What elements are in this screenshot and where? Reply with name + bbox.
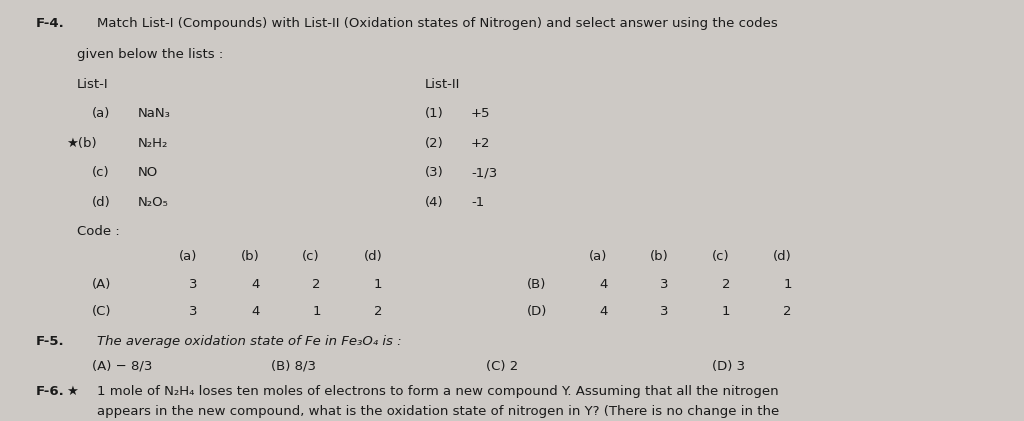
- Text: NaN₃: NaN₃: [138, 107, 171, 120]
- Text: 1 mole of N₂H₄ loses ten moles of electrons to form a new compound Y. Assuming t: 1 mole of N₂H₄ loses ten moles of electr…: [97, 385, 779, 398]
- Text: -1/3: -1/3: [471, 166, 498, 179]
- Text: (d): (d): [773, 250, 792, 264]
- Text: (a): (a): [589, 250, 607, 264]
- Text: (D) 3: (D) 3: [712, 360, 744, 373]
- Text: (A) − 8/3: (A) − 8/3: [92, 360, 153, 373]
- Text: (c): (c): [302, 250, 319, 264]
- Text: 2: 2: [312, 278, 321, 291]
- Text: 1: 1: [783, 278, 792, 291]
- Text: (B) 8/3: (B) 8/3: [271, 360, 316, 373]
- Text: (c): (c): [712, 250, 729, 264]
- Text: (b): (b): [241, 250, 259, 264]
- Text: (4): (4): [425, 196, 443, 209]
- Text: (B): (B): [527, 278, 547, 291]
- Text: F-5.: F-5.: [36, 335, 65, 348]
- Text: 1: 1: [312, 305, 321, 318]
- Text: Match List-I (Compounds) with List-II (Oxidation states of Nitrogen) and select : Match List-I (Compounds) with List-II (O…: [97, 17, 778, 30]
- Text: (a): (a): [179, 250, 198, 264]
- Text: 3: 3: [660, 278, 669, 291]
- Text: ★: ★: [67, 385, 79, 398]
- Text: (2): (2): [425, 137, 443, 150]
- Text: F-4.: F-4.: [36, 17, 65, 30]
- Text: (D): (D): [527, 305, 548, 318]
- Text: 4: 4: [599, 305, 607, 318]
- Text: (c): (c): [92, 166, 110, 179]
- Text: (A): (A): [92, 278, 112, 291]
- Text: +2: +2: [471, 137, 490, 150]
- Text: The average oxidation state of Fe in Fe₃O₄ is :: The average oxidation state of Fe in Fe₃…: [97, 335, 401, 348]
- Text: (d): (d): [92, 196, 111, 209]
- Text: given below the lists :: given below the lists :: [77, 48, 223, 61]
- Text: 2: 2: [374, 305, 382, 318]
- Text: (b): (b): [650, 250, 669, 264]
- Text: +5: +5: [471, 107, 490, 120]
- Text: NO: NO: [138, 166, 159, 179]
- Text: 3: 3: [189, 305, 198, 318]
- Text: List-II: List-II: [425, 78, 461, 91]
- Text: 3: 3: [660, 305, 669, 318]
- Text: (1): (1): [425, 107, 443, 120]
- Text: -1: -1: [471, 196, 484, 209]
- Text: N₂O₅: N₂O₅: [138, 196, 169, 209]
- Text: (C) 2: (C) 2: [486, 360, 518, 373]
- Text: (C): (C): [92, 305, 112, 318]
- Text: appears in the new compound, what is the oxidation state of nitrogen in Y? (Ther: appears in the new compound, what is the…: [97, 405, 779, 418]
- Text: (a): (a): [92, 107, 111, 120]
- Text: N₂H₂: N₂H₂: [138, 137, 169, 150]
- Text: (d): (d): [364, 250, 382, 264]
- Text: (3): (3): [425, 166, 443, 179]
- Text: 1: 1: [722, 305, 730, 318]
- Text: 4: 4: [599, 278, 607, 291]
- Text: 4: 4: [251, 305, 259, 318]
- Text: ★(b): ★(b): [67, 137, 97, 150]
- Text: F-6.: F-6.: [36, 385, 65, 398]
- Text: 2: 2: [722, 278, 730, 291]
- Text: 4: 4: [251, 278, 259, 291]
- Text: 3: 3: [189, 278, 198, 291]
- Text: 2: 2: [783, 305, 792, 318]
- Text: 1: 1: [374, 278, 382, 291]
- Text: Code :: Code :: [77, 225, 120, 238]
- Text: List-I: List-I: [77, 78, 109, 91]
